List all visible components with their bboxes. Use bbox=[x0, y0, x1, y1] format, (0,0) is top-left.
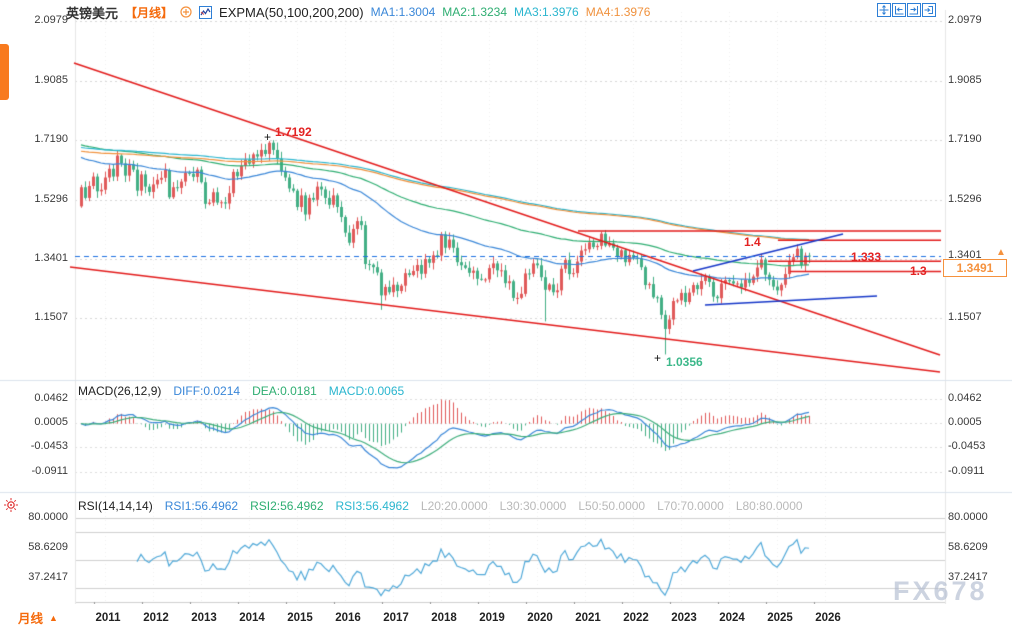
axis-price-label: -0.0453 bbox=[948, 440, 986, 453]
exit-chart-icon[interactable] bbox=[922, 3, 936, 17]
axis-price-label: 0.0462 bbox=[34, 392, 68, 405]
high-price-annotation: 1.7192 bbox=[275, 125, 312, 140]
macd-macd-value: MACD:0.0065 bbox=[328, 384, 405, 398]
year-label: 2013 bbox=[191, 612, 217, 624]
axis-price-label: 1.3401 bbox=[34, 252, 68, 264]
period-up-triangle-icon: ▲ bbox=[49, 612, 58, 623]
indicator-name: EXPMA(50,100,200,200) bbox=[219, 4, 364, 20]
period-selector-label: 月线 bbox=[18, 612, 44, 626]
rsi1-value: RSI1:56.4962 bbox=[164, 499, 239, 513]
axis-price-label: 1.7190 bbox=[34, 133, 68, 146]
symbol-name: 英镑美元 bbox=[66, 5, 119, 21]
axis-price-label: 0.0462 bbox=[948, 392, 982, 405]
year-label: 2020 bbox=[527, 612, 553, 624]
axis-price-label: 80.0000 bbox=[948, 511, 988, 523]
pan-to-start-icon[interactable] bbox=[892, 3, 906, 17]
low-marker-icon: + bbox=[654, 351, 662, 366]
rsi3-value: RSI3:56.4962 bbox=[335, 499, 409, 513]
axis-price-label: 1.9085 bbox=[34, 73, 68, 86]
year-label: 2021 bbox=[575, 612, 601, 624]
ma1-value: MA1:1.3004 bbox=[370, 5, 436, 19]
year-label: 2023 bbox=[671, 612, 697, 624]
axis-price-label: 2.0979 bbox=[948, 14, 982, 27]
axis-price-label: 58.6209 bbox=[948, 540, 988, 553]
axis-price-label: 1.3401 bbox=[948, 249, 982, 261]
ma2-value: MA2:1.3234 bbox=[442, 5, 508, 19]
year-label: 2025 bbox=[767, 612, 793, 624]
axis-price-label: 1.1507 bbox=[948, 311, 982, 324]
rsi2-value: RSI2:56.4962 bbox=[250, 499, 324, 513]
level-1-4-label: 1.4 bbox=[744, 235, 761, 249]
level-1-3-label: 1.3 bbox=[910, 264, 927, 278]
ma4-value: MA4:1.3976 bbox=[585, 5, 651, 19]
year-label: 2017 bbox=[383, 612, 409, 624]
rsi-l20-label: L20:20.0000 bbox=[420, 499, 488, 513]
year-label: 2014 bbox=[239, 612, 265, 624]
ma3-value: MA3:1.3976 bbox=[514, 5, 579, 19]
axis-price-label: 1.5296 bbox=[948, 192, 982, 205]
year-label: 2011 bbox=[95, 612, 121, 624]
axis-price-label: 1.5296 bbox=[34, 192, 68, 205]
chart-type-icon[interactable] bbox=[199, 5, 213, 19]
add-indicator-icon[interactable] bbox=[180, 6, 192, 18]
year-label: 2024 bbox=[719, 612, 745, 624]
axis-price-label: -0.0911 bbox=[948, 464, 985, 477]
macd-header: MACD(26,12,9) DIFF:0.0214 DEA:0.0181 MAC… bbox=[78, 384, 404, 398]
move-chart-icon[interactable] bbox=[877, 3, 891, 17]
year-label: 2016 bbox=[335, 612, 361, 624]
year-label: 2015 bbox=[287, 612, 313, 624]
axis-price-label: 1.9085 bbox=[948, 73, 982, 86]
year-label: 2022 bbox=[623, 612, 649, 624]
current-price-value: 1.3491 bbox=[956, 260, 994, 275]
axis-price-label: 2.0979 bbox=[34, 14, 68, 27]
chart-header: 英镑美元 【月线】 EXPMA(50,100,200,200) MA1:1.30… bbox=[66, 3, 650, 21]
axis-price-label: 1.7190 bbox=[948, 133, 982, 146]
year-label: 2012 bbox=[143, 612, 169, 624]
indicator-settings-icon[interactable] bbox=[3, 497, 19, 513]
axis-price-label: 80.0000 bbox=[28, 511, 68, 523]
side-panel-handle[interactable] bbox=[0, 44, 9, 100]
macd-title: MACD(26,12,9) bbox=[78, 384, 162, 398]
year-label: 2018 bbox=[431, 612, 457, 624]
timeline-bar: 月线 ▲ 2011 2012 2013 2014 2015 2016 2017 2018 201… bbox=[0, 604, 1012, 629]
axis-price-label: 0.0005 bbox=[34, 416, 68, 429]
axis-price-label: 37.2417 bbox=[28, 570, 68, 583]
axis-price-label: 37.2417 bbox=[948, 570, 988, 583]
rsi-title: RSI(14,14,14) bbox=[78, 499, 153, 513]
pan-to-end-icon[interactable] bbox=[907, 3, 921, 17]
axis-price-label: 1.1507 bbox=[34, 311, 68, 324]
macd-dea-value: DEA:0.0181 bbox=[252, 384, 317, 398]
rsi-header: RSI(14,14,14) RSI1:56.4962 RSI2:56.4962 … bbox=[78, 499, 803, 513]
axis-price-label: 0.0005 bbox=[948, 416, 982, 429]
year-label: 2019 bbox=[479, 612, 505, 624]
level-1-333-label: 1.333 bbox=[851, 250, 882, 264]
rsi-l80-label: L80:80.0000 bbox=[735, 499, 803, 513]
low-price-annotation: 1.0356 bbox=[666, 355, 703, 370]
rsi-l50-label: L50:50.0000 bbox=[578, 499, 646, 513]
axis-price-label: -0.0911 bbox=[31, 464, 69, 477]
watermark: FX678 bbox=[893, 576, 988, 606]
rsi-l70-label: L70:70.0000 bbox=[657, 499, 724, 513]
axis-price-label: 58.6209 bbox=[28, 540, 68, 553]
chart-toolbar bbox=[877, 3, 936, 17]
year-label: 2026 bbox=[815, 612, 841, 624]
high-marker-icon: + bbox=[264, 130, 272, 145]
rsi-l30-label: L30:30.0000 bbox=[499, 499, 567, 513]
price-up-arrow: ▲ bbox=[996, 246, 1006, 258]
axis-price-label: -0.0453 bbox=[30, 440, 68, 453]
period-tag: 【月线】 bbox=[125, 5, 174, 20]
macd-diff-value: DIFF:0.0214 bbox=[173, 384, 241, 398]
period-selector[interactable]: 月线 ▲ bbox=[14, 608, 62, 629]
current-price-box: 1.3491 bbox=[943, 258, 1007, 277]
